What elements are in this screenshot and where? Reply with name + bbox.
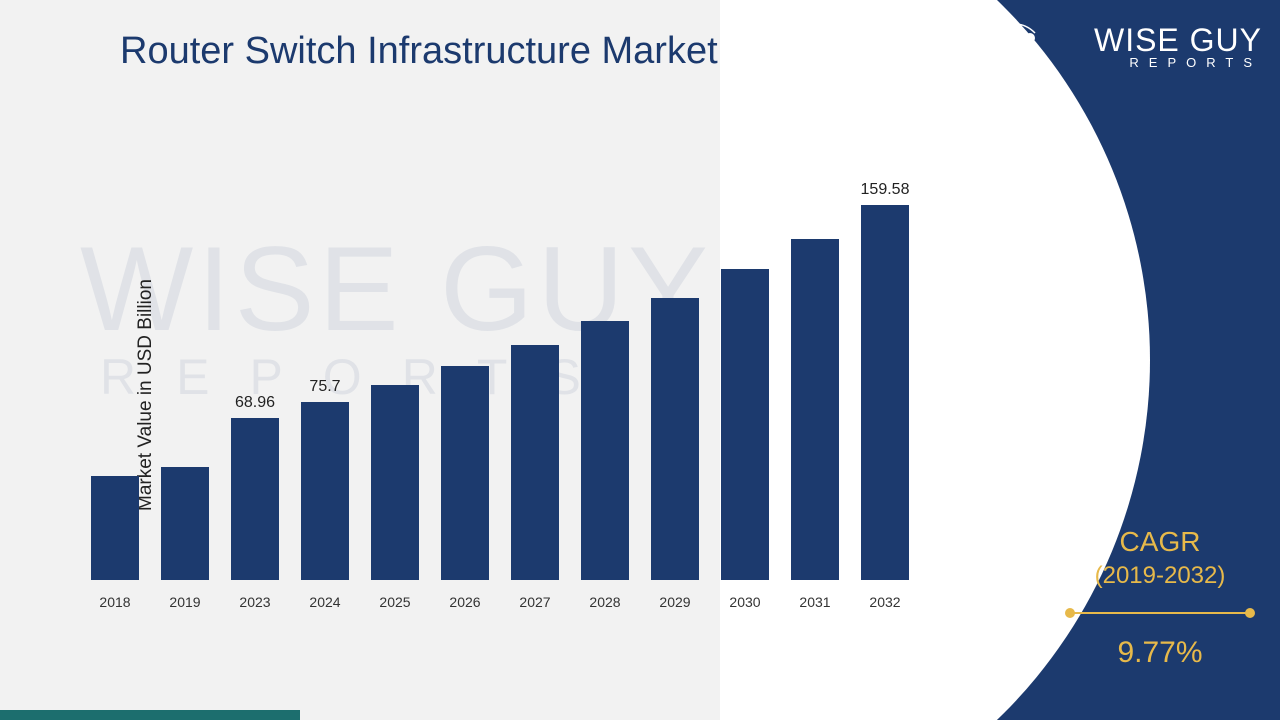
bar-wrap — [161, 467, 209, 580]
x-axis-labels: 2018 2019 2023 2024 2025 2026 2027 2028 2029 2030… — [80, 594, 920, 610]
x-tick-label: 2031 — [791, 594, 839, 610]
bar-wrap: 159.58 — [861, 205, 909, 580]
cagr-separator — [1070, 612, 1250, 614]
cagr-block: CAGR (2019-2032) 9.77% — [1040, 526, 1280, 670]
bar — [231, 418, 279, 580]
x-tick-label: 2028 — [581, 594, 629, 610]
x-tick-label: 2030 — [721, 594, 769, 610]
bottom-accent-bar — [0, 710, 300, 720]
bar-wrap — [441, 366, 489, 580]
bar-wrap: 75.7 — [301, 402, 349, 580]
brand-logo: WISE GUY REPORTS — [1094, 22, 1262, 70]
chart-title: Router Switch Infrastructure Market — [120, 30, 718, 73]
x-tick-label: 2027 — [511, 594, 559, 610]
bars-container: 68.96 75.7 159.58 — [80, 180, 920, 580]
bar — [371, 385, 419, 580]
x-tick-label: 2025 — [371, 594, 419, 610]
x-tick-label: 2019 — [161, 594, 209, 610]
bar-value-label: 68.96 — [235, 394, 275, 412]
page-root: WISE GUY REPORTS Router Switch Infrastru… — [0, 0, 1280, 720]
bar-chart: Market Value in USD Billion 68.9675.7159… — [80, 180, 920, 610]
bar-wrap — [371, 385, 419, 580]
bar-value-label: 75.7 — [309, 378, 340, 396]
bar — [721, 269, 769, 580]
bar-wrap — [721, 269, 769, 580]
bar — [161, 467, 209, 580]
bar — [511, 345, 559, 580]
x-tick-label: 2032 — [861, 594, 909, 610]
bar — [861, 205, 909, 580]
cagr-value: 9.77% — [1040, 636, 1280, 670]
bar — [791, 239, 839, 580]
x-tick-label: 2026 — [441, 594, 489, 610]
cagr-period: (2019-2032) — [1040, 562, 1280, 590]
bar — [581, 321, 629, 580]
logo-main-text: WISE GUY — [1094, 22, 1262, 59]
bar-wrap — [91, 476, 139, 580]
x-tick-label: 2023 — [231, 594, 279, 610]
x-tick-label: 2024 — [301, 594, 349, 610]
bar — [301, 402, 349, 580]
bar — [91, 476, 139, 580]
bar-wrap — [791, 239, 839, 580]
bar-wrap: 68.96 — [231, 418, 279, 580]
logo-head-icon — [980, 18, 1050, 108]
x-tick-label: 2018 — [91, 594, 139, 610]
bar-wrap — [581, 321, 629, 580]
bar — [651, 298, 699, 580]
x-tick-label: 2029 — [651, 594, 699, 610]
bar-wrap — [511, 345, 559, 580]
bar-wrap — [651, 298, 699, 580]
cagr-label: CAGR — [1040, 526, 1280, 558]
bar-value-label: 159.58 — [861, 181, 910, 199]
bar — [441, 366, 489, 580]
